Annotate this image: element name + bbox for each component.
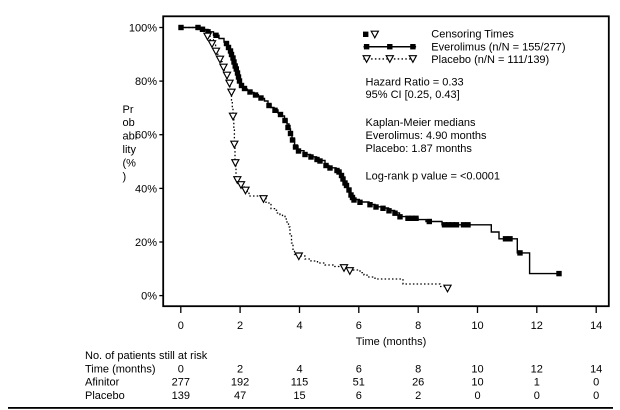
svg-text:26: 26 (412, 376, 424, 388)
svg-text:12: 12 (531, 320, 543, 332)
svg-text:0: 0 (593, 376, 599, 388)
svg-text:4: 4 (296, 364, 302, 376)
svg-text:0: 0 (178, 364, 184, 376)
svg-text:6: 6 (356, 320, 362, 332)
svg-text:0: 0 (474, 390, 480, 402)
svg-text:Placebo: 1.87 months: Placebo: 1.87 months (366, 143, 473, 155)
svg-text:ob: ob (123, 117, 135, 129)
svg-text:8: 8 (415, 364, 421, 376)
svg-text:12: 12 (531, 364, 543, 376)
svg-text:Kaplan-Meier medians: Kaplan-Meier medians (366, 117, 477, 129)
svg-text:2: 2 (415, 390, 421, 402)
svg-text:Time (months): Time (months) (85, 364, 156, 376)
svg-text:abi: abi (123, 131, 138, 143)
svg-text:Pr: Pr (123, 104, 134, 116)
svg-text:0: 0 (178, 320, 184, 332)
svg-text:0: 0 (593, 390, 599, 402)
svg-text:Censoring Times: Censoring Times (431, 29, 514, 41)
svg-text:Log-rank p value = <0.0001: Log-rank p value = <0.0001 (366, 171, 501, 183)
svg-text:277: 277 (172, 376, 190, 388)
svg-text:51: 51 (353, 376, 365, 388)
svg-text:10: 10 (471, 364, 483, 376)
svg-text:): ) (123, 171, 127, 183)
svg-text:15: 15 (293, 390, 305, 402)
svg-text:Placebo (n/N = 111/139): Placebo (n/N = 111/139) (431, 54, 549, 66)
svg-text:20%: 20% (135, 237, 157, 249)
svg-text:40%: 40% (135, 183, 157, 195)
svg-text:10: 10 (471, 320, 483, 332)
svg-text:6: 6 (356, 390, 362, 402)
svg-text:Everolimus: 4.90 months: Everolimus: 4.90 months (366, 130, 488, 142)
svg-text:1: 1 (534, 376, 540, 388)
svg-text:Everolimus (n/N = 155/277): Everolimus (n/N = 155/277) (431, 42, 565, 54)
svg-text:0%: 0% (141, 291, 157, 303)
svg-text:Time (months): Time (months) (356, 336, 427, 348)
svg-text:Hazard Ratio = 0.33: Hazard Ratio = 0.33 (366, 77, 464, 89)
svg-text:2: 2 (237, 320, 243, 332)
svg-text:6: 6 (356, 364, 362, 376)
svg-text:4: 4 (296, 320, 302, 332)
svg-text:2: 2 (237, 364, 243, 376)
svg-text:100%: 100% (129, 23, 157, 35)
svg-text:10: 10 (471, 376, 483, 388)
svg-text:Placebo: Placebo (85, 390, 125, 402)
svg-text:lity: lity (123, 144, 137, 156)
svg-text:0: 0 (534, 390, 540, 402)
svg-text:Afinitor: Afinitor (85, 376, 120, 388)
svg-text:80%: 80% (135, 76, 157, 88)
svg-text:192: 192 (231, 376, 249, 388)
svg-text:14: 14 (590, 320, 602, 332)
svg-text:139: 139 (172, 390, 190, 402)
svg-text:60%: 60% (135, 130, 157, 142)
svg-text:14: 14 (590, 364, 602, 376)
svg-text:47: 47 (234, 390, 246, 402)
svg-text:8: 8 (415, 320, 421, 332)
svg-text:115: 115 (291, 376, 309, 388)
svg-text:No. of patients still at risk: No. of patients still at risk (85, 350, 208, 362)
svg-text:(%: (% (123, 157, 137, 169)
svg-text:95% CI [0.25, 0.43]: 95% CI [0.25, 0.43] (366, 89, 460, 101)
